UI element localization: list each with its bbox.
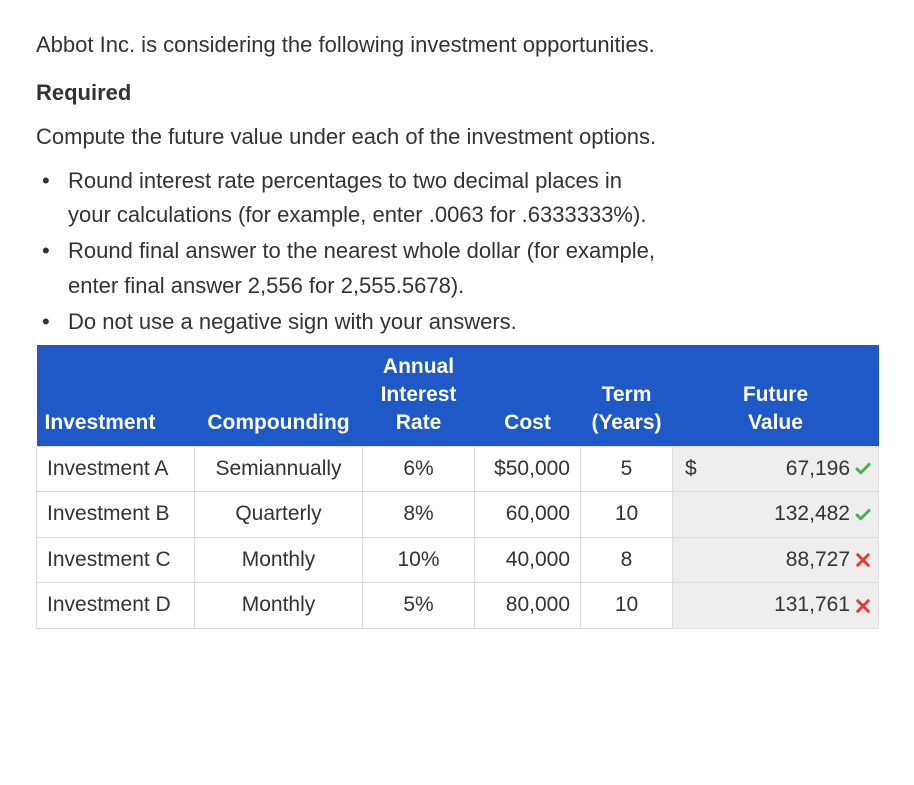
bullet-lead: Round interest rate percentages to two d… — [68, 168, 622, 193]
col-fv: Future Value — [673, 345, 879, 447]
col-term-l2: (Years) — [591, 411, 661, 434]
required-heading: Required — [36, 76, 878, 110]
cell-cost: 80,000 — [475, 583, 581, 629]
bullet-cont: your calculations (for example, enter .0… — [68, 198, 878, 232]
intro-text: Abbot Inc. is considering the following … — [36, 28, 878, 62]
bullet-lead: Round final answer to the nearest whole … — [68, 238, 655, 263]
cell-term: 10 — [581, 583, 673, 629]
cell-future-value[interactable]: $67,196 — [673, 446, 879, 492]
cell-rate: 8% — [363, 492, 475, 538]
cell-investment: Investment D — [37, 583, 195, 629]
cell-compounding: Monthly — [195, 583, 363, 629]
table-header: Investment Compounding Annual Interest R… — [37, 345, 879, 447]
bullet-list: Round interest rate percentages to two d… — [36, 164, 878, 338]
col-term: Term (Years) — [581, 345, 673, 447]
col-fv-l2: Value — [748, 411, 803, 434]
table-row: Investment ASemiannually6%$50,0005$67,19… — [37, 446, 879, 492]
cell-compounding: Quarterly — [195, 492, 363, 538]
bullet-lead: Do not use a negative sign with your ans… — [68, 309, 517, 334]
instruction-text: Compute the future value under each of t… — [36, 120, 878, 154]
table-row: Investment DMonthly5%80,00010 131,761 — [37, 583, 879, 629]
cell-rate: 5% — [363, 583, 475, 629]
bullet-item: Do not use a negative sign with your ans… — [36, 305, 878, 339]
cross-icon — [854, 551, 872, 569]
cell-compounding: Monthly — [195, 537, 363, 583]
check-icon — [854, 460, 872, 478]
investment-table: Investment Compounding Annual Interest R… — [36, 345, 879, 629]
cell-term: 8 — [581, 537, 673, 583]
cell-investment: Investment B — [37, 492, 195, 538]
cell-cost: 60,000 — [475, 492, 581, 538]
col-rate-l2: Interest — [381, 383, 457, 406]
cell-compounding: Semiannually — [195, 446, 363, 492]
bullet-item: Round interest rate percentages to two d… — [36, 164, 878, 232]
cell-cost: $50,000 — [475, 446, 581, 492]
future-value-text: 88,727 — [786, 548, 850, 571]
future-value-text: 67,196 — [786, 457, 850, 480]
table-row: Investment CMonthly10%40,0008 88,727 — [37, 537, 879, 583]
table-row: Investment BQuarterly8%60,00010 132,482 — [37, 492, 879, 538]
table-body: Investment ASemiannually6%$50,0005$67,19… — [37, 446, 879, 628]
col-rate-l1: Annual — [383, 355, 454, 378]
cell-rate: 6% — [363, 446, 475, 492]
cross-icon — [854, 597, 872, 615]
dollar-sign: $ — [683, 453, 697, 486]
col-fv-l1: Future — [743, 383, 808, 406]
cell-rate: 10% — [363, 537, 475, 583]
bullet-cont: enter final answer 2,556 for 2,555.5678)… — [68, 269, 878, 303]
cell-investment: Investment C — [37, 537, 195, 583]
bullet-item: Round final answer to the nearest whole … — [36, 234, 878, 302]
col-rate-l3: Rate — [396, 411, 442, 434]
col-rate: Annual Interest Rate — [363, 345, 475, 447]
col-term-l1: Term — [602, 383, 652, 406]
check-icon — [854, 506, 872, 524]
future-value-text: 132,482 — [774, 502, 850, 525]
cell-future-value[interactable]: 131,761 — [673, 583, 879, 629]
cell-future-value[interactable]: 88,727 — [673, 537, 879, 583]
future-value-text: 131,761 — [774, 593, 850, 616]
cell-future-value[interactable]: 132,482 — [673, 492, 879, 538]
col-investment: Investment — [37, 345, 195, 447]
cell-cost: 40,000 — [475, 537, 581, 583]
cell-term: 5 — [581, 446, 673, 492]
cell-investment: Investment A — [37, 446, 195, 492]
col-compounding: Compounding — [195, 345, 363, 447]
cell-term: 10 — [581, 492, 673, 538]
col-cost: Cost — [475, 345, 581, 447]
